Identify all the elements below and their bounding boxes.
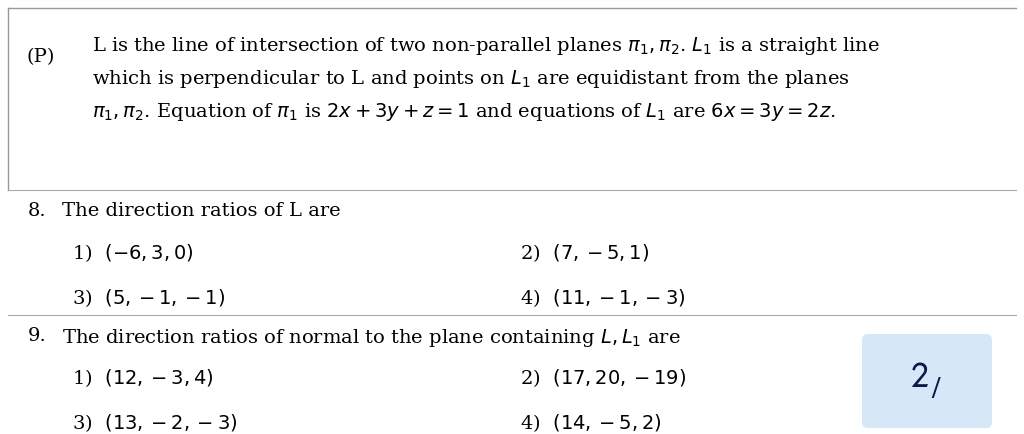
Text: 1)  $( - 6, 3, 0 )$: 1) $( - 6, 3, 0 )$ — [72, 242, 194, 264]
Text: $\mathscr{2}$: $\mathscr{2}$ — [909, 360, 929, 394]
Text: 3)  $( 5 , - 1 , - 1 )$: 3) $( 5 , - 1 , - 1 )$ — [72, 287, 225, 309]
Text: 3)  $( 13 , - 2 , - 3 )$: 3) $( 13 , - 2 , - 3 )$ — [72, 412, 238, 434]
Text: $\pi_1, \pi_2$. Equation of $\pi_1$ is $2x + 3y + z = 1$ and equations of $L_1$ : $\pi_1, \pi_2$. Equation of $\pi_1$ is $… — [92, 101, 836, 123]
Text: 2)  $( 17, 20 , - 19 )$: 2) $( 17, 20 , - 19 )$ — [520, 367, 686, 389]
Text: The direction ratios of normal to the plane containing $L, L_1$ are: The direction ratios of normal to the pl… — [62, 327, 681, 349]
FancyBboxPatch shape — [862, 334, 992, 428]
Text: 4)  $( 14 , - 5, 2 )$: 4) $( 14 , - 5, 2 )$ — [520, 412, 662, 434]
Text: (P): (P) — [26, 48, 54, 66]
Text: L is the line of intersection of two non-parallel planes $\pi_1, \pi_2$. $L_1$ i: L is the line of intersection of two non… — [92, 35, 880, 57]
Text: which is perpendicular to L and points on $L_1$ are equidistant from the planes: which is perpendicular to L and points o… — [92, 68, 850, 90]
Text: $\mathscr{/}$: $\mathscr{/}$ — [932, 374, 942, 404]
Text: 2)  $( 7 , - 5, 1 )$: 2) $( 7 , - 5, 1 )$ — [520, 242, 649, 264]
Text: 4)  $( 11 , - 1 , - 3 )$: 4) $( 11 , - 1 , - 3 )$ — [520, 287, 685, 309]
Text: 9.: 9. — [28, 327, 47, 345]
Text: 8.: 8. — [28, 202, 47, 220]
Text: The direction ratios of L are: The direction ratios of L are — [62, 202, 341, 220]
Text: 1)  $( 12 , - 3, 4 )$: 1) $( 12 , - 3, 4 )$ — [72, 367, 214, 389]
